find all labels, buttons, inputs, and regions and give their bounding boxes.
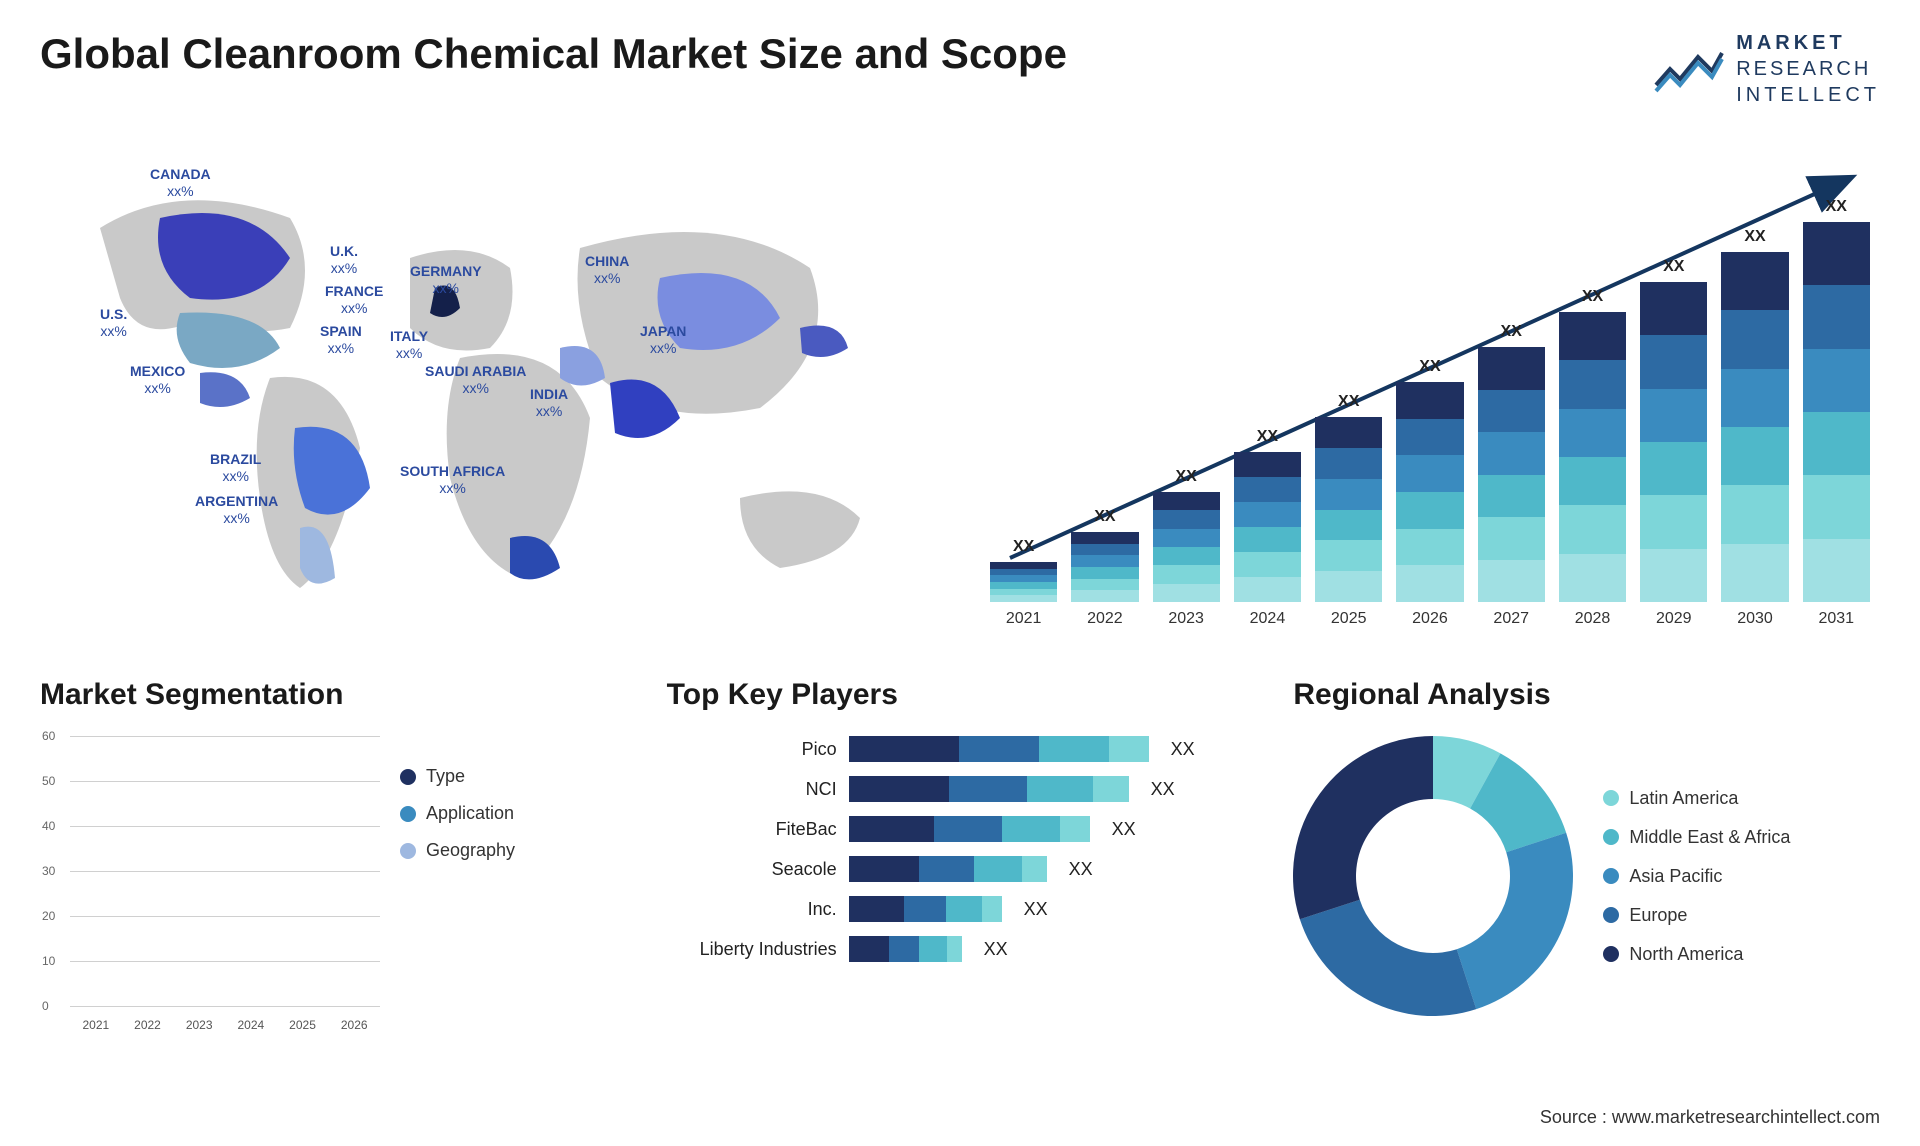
- keyplayer-row: Inc.XX: [667, 896, 1254, 922]
- legend-item: Type: [400, 766, 515, 787]
- map-label: U.S.xx%: [100, 306, 127, 340]
- growth-chart-panel: XX2021XX2022XX2023XX2024XX2025XX2026XX20…: [980, 148, 1880, 628]
- logo-line1: MARKET: [1736, 30, 1880, 56]
- segmentation-legend: Type Application Geography: [400, 736, 515, 1036]
- growth-bar: XX2021: [990, 538, 1057, 628]
- logo-line2: RESEARCH: [1736, 56, 1880, 82]
- growth-bar: XX2022: [1071, 508, 1138, 628]
- growth-bar: XX2028: [1559, 288, 1626, 628]
- logo-line3: INTELLECT: [1736, 82, 1880, 108]
- regional-donut-chart: [1293, 736, 1573, 1016]
- logo-mark-icon: [1654, 45, 1724, 93]
- map-label: SAUDI ARABIAxx%: [425, 363, 526, 397]
- legend-item: North America: [1603, 944, 1790, 965]
- source-attribution: Source : www.marketresearchintellect.com: [1540, 1107, 1880, 1128]
- keyplayers-chart: PicoXX NCIXX FiteBacXX SeacoleXX Inc.XX Liber…: [667, 736, 1254, 962]
- map-label: JAPANxx%: [640, 323, 686, 357]
- growth-bar: XX2024: [1234, 428, 1301, 628]
- legend-item: Middle East & Africa: [1603, 827, 1790, 848]
- bottom-row: Market Segmentation 0102030405060 202120…: [40, 678, 1880, 1036]
- growth-bar: XX2027: [1478, 323, 1545, 628]
- map-label: CANADAxx%: [150, 166, 211, 200]
- legend-item: Geography: [400, 840, 515, 861]
- regional-title: Regional Analysis: [1293, 678, 1880, 712]
- legend-item: Latin America: [1603, 788, 1790, 809]
- segmentation-title: Market Segmentation: [40, 678, 627, 712]
- map-label: MEXICOxx%: [130, 363, 185, 397]
- growth-bar: XX2023: [1153, 468, 1220, 628]
- world-map-panel: CANADAxx% U.S.xx%MEXICOxx% BRAZILxx% ARGENT…: [40, 148, 940, 628]
- regional-panel: Regional Analysis Latin America Middle Ea…: [1293, 678, 1880, 1016]
- segmentation-chart: 0102030405060 202120222023202420252026: [40, 736, 380, 1036]
- legend-item: Application: [400, 803, 515, 824]
- map-label: ARGENTINAxx%: [195, 493, 278, 527]
- keyplayer-row: SeacoleXX: [667, 856, 1254, 882]
- growth-bar: XX2025: [1315, 393, 1382, 628]
- legend-item: Asia Pacific: [1603, 866, 1790, 887]
- growth-bar: XX2031: [1803, 198, 1870, 628]
- growth-bar: XX2029: [1640, 258, 1707, 628]
- donut-slice: [1293, 736, 1433, 919]
- map-label: SOUTH AFRICAxx%: [400, 463, 505, 497]
- map-label: BRAZILxx%: [210, 451, 261, 485]
- keyplayers-panel: Top Key Players PicoXX NCIXX FiteBacXX Seac…: [667, 678, 1254, 976]
- keyplayer-row: PicoXX: [667, 736, 1254, 762]
- map-label: FRANCExx%: [325, 283, 383, 317]
- map-label: GERMANYxx%: [410, 263, 482, 297]
- map-label: ITALYxx%: [390, 328, 428, 362]
- map-label: CHINAxx%: [585, 253, 629, 287]
- keyplayer-row: NCIXX: [667, 776, 1254, 802]
- keyplayers-title: Top Key Players: [667, 678, 1254, 712]
- regional-legend: Latin America Middle East & Africa Asia Pa…: [1603, 788, 1790, 965]
- keyplayer-row: FiteBacXX: [667, 816, 1254, 842]
- segmentation-panel: Market Segmentation 0102030405060 202120…: [40, 678, 627, 1036]
- logo-text: MARKET RESEARCH INTELLECT: [1736, 30, 1880, 108]
- page-title: Global Cleanroom Chemical Market Size an…: [40, 30, 1067, 78]
- brand-logo: MARKET RESEARCH INTELLECT: [1654, 30, 1880, 108]
- map-label: INDIAxx%: [530, 386, 568, 420]
- growth-bar: XX2026: [1396, 358, 1463, 628]
- map-label: SPAINxx%: [320, 323, 362, 357]
- map-label: U.K.xx%: [330, 243, 358, 277]
- keyplayer-row: Liberty IndustriesXX: [667, 936, 1254, 962]
- donut-slice: [1457, 833, 1573, 1009]
- header: Global Cleanroom Chemical Market Size an…: [40, 30, 1880, 108]
- donut-slice: [1300, 900, 1476, 1016]
- legend-item: Europe: [1603, 905, 1790, 926]
- growth-bar: XX2030: [1721, 228, 1788, 628]
- top-row: CANADAxx% U.S.xx%MEXICOxx% BRAZILxx% ARGENT…: [40, 148, 1880, 628]
